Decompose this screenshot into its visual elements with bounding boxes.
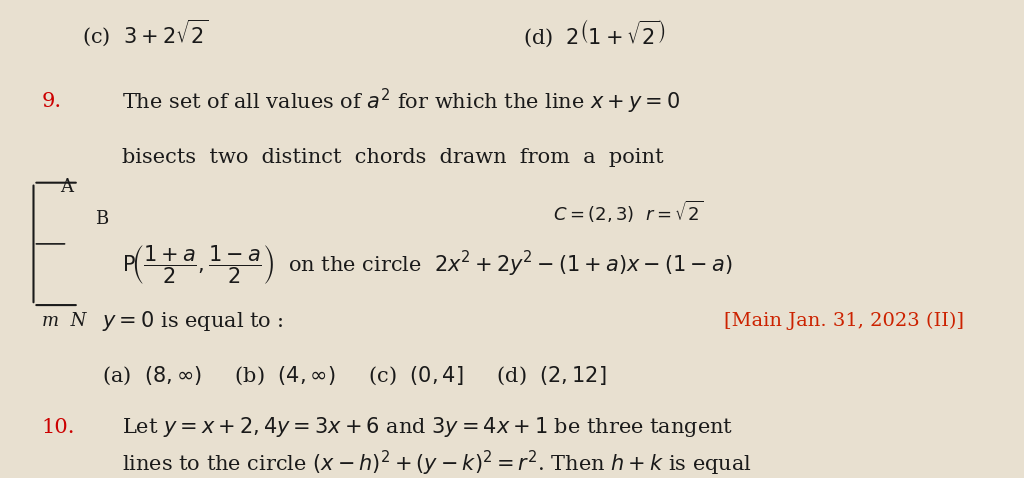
Text: 9.: 9.: [42, 92, 61, 110]
Text: 10.: 10.: [42, 418, 75, 437]
Text: (c)  $3+2\sqrt{2}$: (c) $3+2\sqrt{2}$: [82, 18, 208, 48]
Text: $\mathrm{P}\!\left(\dfrac{1+a}{2},\dfrac{1-a}{2}\right)$  on the circle  $2x^{2}: $\mathrm{P}\!\left(\dfrac{1+a}{2},\dfrac…: [122, 243, 732, 286]
Text: $y=0$ is equal to :: $y=0$ is equal to :: [101, 309, 284, 333]
Text: Let $y=x+2, 4y=3x+6$ and $3y=4x+1$ be three tangent: Let $y=x+2, 4y=3x+6$ and $3y=4x+1$ be th…: [122, 415, 733, 439]
Text: bisects  two  distinct  chords  drawn  from  a  point: bisects two distinct chords drawn from a…: [122, 148, 664, 167]
Text: $C=(2,3)$  $r=\sqrt{2}$: $C=(2,3)$ $r=\sqrt{2}$: [553, 199, 703, 225]
Text: The set of all values of $a^{2}$ for which the line $x+y=0$: The set of all values of $a^{2}$ for whi…: [122, 87, 680, 116]
Text: lines to the circle $(x-h)^{2}+(y-k)^{2}=r^{2}$. Then $h+k$ is equal: lines to the circle $(x-h)^{2}+(y-k)^{2}…: [122, 449, 752, 478]
Text: [Main Jan. 31, 2023 (II)]: [Main Jan. 31, 2023 (II)]: [724, 312, 964, 330]
Text: A: A: [60, 178, 73, 196]
Text: (d)  $2\left(1+\sqrt{2}\right)$: (d) $2\left(1+\sqrt{2}\right)$: [523, 17, 666, 49]
Text: m  N: m N: [42, 312, 86, 330]
Text: (a)  $(8,\infty)$     (b)  $(4,\infty)$     (c)  $(0,4]$     (d)  $(2,12]$: (a) $(8,\infty)$ (b) $(4,\infty)$ (c) $(…: [101, 364, 606, 387]
Text: B: B: [95, 210, 109, 228]
